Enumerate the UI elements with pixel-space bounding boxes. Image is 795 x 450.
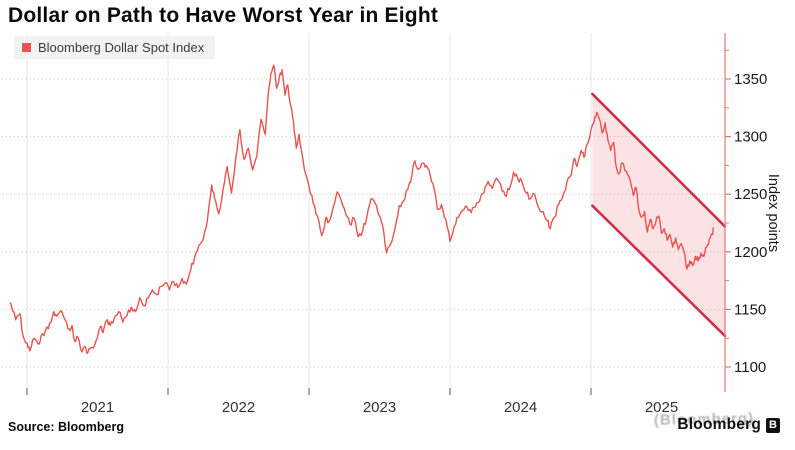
x-axis-year-label: 2022 (222, 399, 255, 416)
x-axis-year-label: 2025 (645, 399, 678, 416)
legend-label: Bloomberg Dollar Spot Index (38, 40, 205, 55)
legend: Bloomberg Dollar Spot Index (14, 36, 216, 59)
x-axis-year-label: 2023 (363, 399, 396, 416)
y-axis-label: 1250 (734, 186, 767, 203)
bloomberg-wordmark-text: Bloomberg (677, 416, 761, 433)
trend-channel-upper-line (591, 92, 727, 228)
x-axis-year-label: 2021 (81, 399, 114, 416)
trend-channel-lower-line (591, 204, 727, 338)
legend-swatch-icon (22, 43, 31, 52)
y-axis-title: Index points (765, 174, 781, 252)
y-axis-label: 1150 (734, 301, 766, 318)
trend-channel-fill (592, 93, 725, 336)
chart-title: Dollar on Path to Have Worst Year in Eig… (8, 4, 439, 27)
bloomberg-watermark: (Bloomberg) Bloomberg B (620, 410, 788, 441)
y-axis-label: 1100 (734, 359, 766, 376)
series-line (9, 64, 715, 354)
y-axis-label: 1200 (734, 244, 767, 261)
bloomberg-wordmark: Bloomberg B (620, 416, 788, 434)
y-axis-label: 1300 (734, 129, 767, 146)
source-note: Source: Bloomberg (8, 420, 124, 434)
x-axis-year-label: 2024 (504, 399, 537, 416)
y-axis-label: 1350 (734, 71, 767, 88)
bloomberg-logo-icon: B (766, 417, 780, 433)
